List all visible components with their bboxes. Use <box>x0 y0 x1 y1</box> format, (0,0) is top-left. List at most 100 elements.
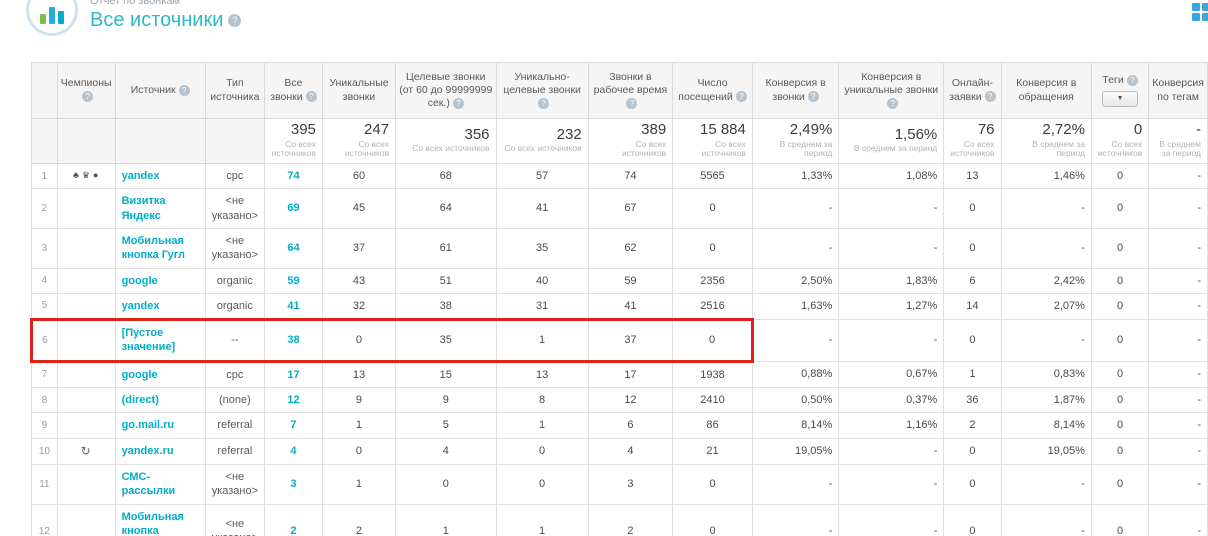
tags-cell: 0 <box>1090 319 1150 362</box>
champion-badge-icon: ● <box>92 170 100 181</box>
table-row: 7 google cpc 17 13 15 13 17 1938 0,88% 0,67% 1 0,83%… <box>31 360 1208 389</box>
online-leads-cell: 36 <box>943 386 1002 414</box>
unique-calls-cell: 37 <box>321 227 397 269</box>
col-header-online-leads[interactable]: Онлайн-заявки? <box>943 62 1002 119</box>
help-icon[interactable]: ? <box>984 91 996 103</box>
source-link[interactable]: СМС-рассылки <box>121 471 176 498</box>
all-calls-cell[interactable]: 59 <box>264 267 323 294</box>
app-logo-icon <box>26 0 78 36</box>
source-link[interactable]: google <box>121 368 158 381</box>
col-header-conv-requests[interactable]: Конверсия в обращения <box>1000 62 1092 119</box>
row-number: 5 <box>31 292 58 321</box>
source-link[interactable]: yandex <box>121 170 160 183</box>
all-calls-cell[interactable]: 2 <box>264 503 323 536</box>
source-link[interactable]: (direct) <box>121 394 159 406</box>
source-link[interactable]: [Пустое значение] <box>121 327 176 354</box>
total-cell-source <box>114 117 206 165</box>
table-row: 9 go.mail.ru referral 7 1 5 1 6 86 8,14% 1,16% 2 8,1… <box>31 412 1208 439</box>
tags-filter-dropdown[interactable]: ▼ <box>1102 91 1139 108</box>
total-value: 2,49% <box>789 121 833 138</box>
total-caption: Со всех источников <box>344 138 390 159</box>
all-calls-cell[interactable]: 74 <box>264 163 323 190</box>
row-number: 10 <box>31 437 58 466</box>
target-calls-cell: 35 <box>395 318 497 363</box>
col-header-unique-target-calls[interactable]: Уникально-целевые звонки? <box>495 62 589 119</box>
online-leads-cell: 0 <box>943 319 1002 362</box>
col-header-champions[interactable]: Чемпионы? <box>56 62 116 119</box>
source-type-cell: organic <box>204 267 266 294</box>
total-value: 389 <box>641 121 667 138</box>
help-icon[interactable]: ? <box>452 97 464 109</box>
source-link[interactable]: Визитка Яндекс <box>121 195 166 222</box>
visits-cell: 0 <box>672 318 754 363</box>
col-header-unique-calls[interactable]: Уникальные звонки <box>321 62 397 119</box>
sync-icon: ↻ <box>80 443 92 458</box>
col-header-conv-unique-calls[interactable]: Конверсия в уникальные звонки? <box>838 62 945 119</box>
col-header-num[interactable] <box>31 62 58 119</box>
all-calls-cell[interactable]: 3 <box>264 464 323 505</box>
total-cell-unique-target-calls: 232 Со всех источников <box>495 117 589 165</box>
help-icon[interactable]: ? <box>887 97 899 109</box>
source-link[interactable]: yandex.ru <box>121 445 174 458</box>
conv-unique-calls-cell: - <box>838 319 945 362</box>
all-calls-cell[interactable]: 4 <box>264 437 323 466</box>
conv-unique-calls-cell: 0,67% <box>838 360 945 389</box>
col-header-source[interactable]: Источник? <box>114 62 206 119</box>
unique-calls-cell: 0 <box>321 318 397 363</box>
total-cell-tags: 0 Со всех источников <box>1090 117 1150 165</box>
champions-cell: ↻ <box>56 437 116 466</box>
help-icon[interactable]: ? <box>735 91 747 103</box>
target-calls-cell: 1 <box>395 503 497 536</box>
total-cell-unique-calls: 247 Со всех источников <box>321 117 397 165</box>
col-header-visits[interactable]: Число посещений? <box>672 62 753 119</box>
all-calls-cell[interactable]: 7 <box>264 412 323 439</box>
col-header-tags[interactable]: Теги? ▼ <box>1090 62 1150 119</box>
table-row: 8 (direct) (none) 12 9 9 8 12 2410 0,50% 0,37% 36 1,… <box>31 386 1208 414</box>
help-icon[interactable]: ? <box>538 97 550 109</box>
source-link[interactable]: yandex <box>121 299 160 312</box>
source-link[interactable]: Мобильная кнопка Гугл <box>121 234 185 262</box>
champions-cell <box>56 386 116 414</box>
apps-grid-icon[interactable] <box>1192 3 1208 23</box>
conv-tags-cell: - <box>1148 292 1208 321</box>
help-icon[interactable]: ? <box>178 84 190 96</box>
all-calls-cell[interactable]: 12 <box>264 386 323 414</box>
all-calls-cell[interactable]: 69 <box>264 188 323 229</box>
all-calls-cell[interactable]: 38 <box>264 318 323 363</box>
source-link[interactable]: go.mail.ru <box>121 419 175 432</box>
help-icon[interactable]: ? <box>82 91 94 103</box>
unique-calls-cell: 1 <box>321 464 397 505</box>
col-header-conv-tags[interactable]: Конверсия по тегам <box>1148 62 1208 119</box>
help-icon[interactable]: ? <box>1126 74 1138 86</box>
unique-calls-cell: 9 <box>321 386 397 414</box>
help-icon[interactable]: ? <box>305 91 317 103</box>
all-calls-cell[interactable]: 41 <box>264 292 323 321</box>
visits-cell: 21 <box>672 437 753 466</box>
col-header-label: Конверсия в уникальные звонки <box>844 70 939 96</box>
unique-calls-cell: 13 <box>321 360 397 389</box>
col-header-conv-calls[interactable]: Конверсия в звонки? <box>751 62 840 119</box>
row-number: 1 <box>31 163 58 190</box>
source-type-cell: -- <box>204 318 266 363</box>
conv-calls-cell: - <box>751 319 840 362</box>
all-calls-cell[interactable]: 64 <box>264 227 323 269</box>
unique-calls-cell: 45 <box>321 188 397 229</box>
all-calls-cell[interactable]: 17 <box>264 360 323 389</box>
title-help-icon[interactable]: ? <box>228 14 242 27</box>
conv-calls-cell: 2,50% <box>751 267 840 294</box>
conv-tags-cell: - <box>1148 360 1208 389</box>
col-header-source-type[interactable]: Тип источника <box>204 62 266 119</box>
col-header-all-calls[interactable]: Все звонки? <box>264 62 323 119</box>
source-link[interactable]: Мобильная кнопка Общая <box>121 510 184 536</box>
help-icon[interactable]: ? <box>807 91 819 103</box>
source-link[interactable]: google <box>121 274 158 287</box>
conv-unique-calls-cell: 1,08% <box>838 163 945 190</box>
help-icon[interactable]: ? <box>626 97 638 109</box>
online-leads-cell: 0 <box>943 437 1002 466</box>
col-header-target-calls[interactable]: Целевые звонки (от 60 до 99999999 сек.)? <box>395 62 497 119</box>
tags-cell: 0 <box>1090 227 1150 269</box>
source-type-cell: <не указано> <box>204 464 266 505</box>
col-header-worktime-calls[interactable]: Звонки в рабочее время? <box>587 62 674 119</box>
source-type-cell: cpc <box>204 360 266 389</box>
unique-target-calls-cell: 31 <box>495 292 589 321</box>
